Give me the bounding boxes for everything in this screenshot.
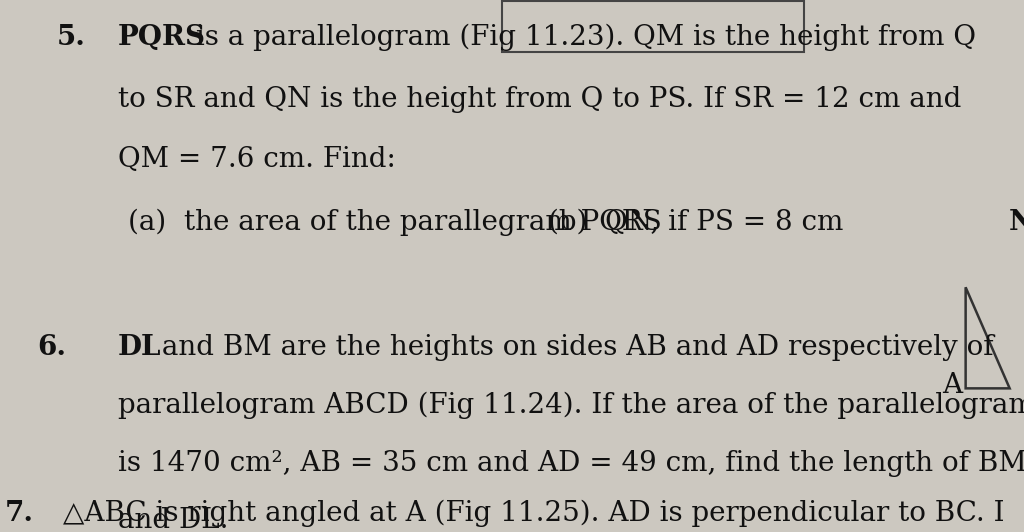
Text: 5.: 5. bbox=[56, 24, 85, 51]
Bar bbox=[502, 1, 804, 52]
Text: (a)  the area of the parallegram PQRS: (a) the area of the parallegram PQRS bbox=[128, 209, 662, 236]
Text: is 1470 cm², AB = 35 cm and AD = 49 cm, find the length of BM: is 1470 cm², AB = 35 cm and AD = 49 cm, … bbox=[118, 450, 1024, 477]
Text: N: N bbox=[1009, 209, 1024, 236]
Text: QM = 7.6 cm. Find:: QM = 7.6 cm. Find: bbox=[118, 146, 395, 173]
Text: and DL.: and DL. bbox=[118, 507, 228, 532]
Text: to SR and QN is the height from Q to PS. If SR = 12 cm and: to SR and QN is the height from Q to PS.… bbox=[118, 86, 962, 113]
Text: is a parallelogram (Fig 11.23). QM is the height from Q: is a parallelogram (Fig 11.23). QM is th… bbox=[187, 24, 977, 51]
Text: △ABC is right angled at A (Fig 11.25). AD is perpendicular to BC. I: △ABC is right angled at A (Fig 11.25). A… bbox=[63, 500, 1005, 527]
Text: and BM are the heights on sides AB and AD respectively of: and BM are the heights on sides AB and A… bbox=[153, 334, 993, 361]
Text: PQRS: PQRS bbox=[118, 24, 206, 51]
Text: DL: DL bbox=[118, 334, 161, 361]
Text: parallelogram ABCD (Fig 11.24). If the area of the parallelogram: parallelogram ABCD (Fig 11.24). If the a… bbox=[118, 392, 1024, 419]
Text: 6.: 6. bbox=[37, 334, 66, 361]
Text: A: A bbox=[942, 372, 963, 400]
Text: 7.: 7. bbox=[5, 500, 34, 527]
Text: (b)  QN, if PS = 8 cm: (b) QN, if PS = 8 cm bbox=[548, 209, 843, 236]
